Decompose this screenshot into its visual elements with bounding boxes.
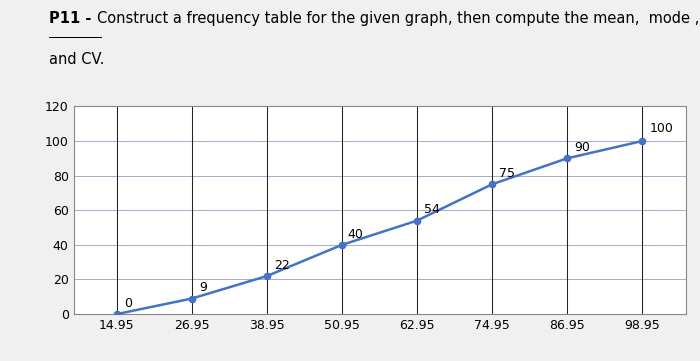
Text: 90: 90: [575, 141, 590, 154]
Text: 75: 75: [499, 167, 515, 180]
Text: 100: 100: [650, 122, 673, 135]
Text: 9: 9: [199, 281, 207, 294]
Text: 40: 40: [347, 227, 363, 240]
Text: 54: 54: [424, 203, 440, 216]
Text: 0: 0: [125, 297, 132, 310]
Text: Construct a frequency table for the given graph, then compute the mean,  mode , : Construct a frequency table for the give…: [97, 11, 700, 26]
Text: and CV.: and CV.: [49, 52, 104, 68]
Text: P11 -: P11 -: [49, 11, 92, 26]
Text: 22: 22: [274, 259, 290, 272]
